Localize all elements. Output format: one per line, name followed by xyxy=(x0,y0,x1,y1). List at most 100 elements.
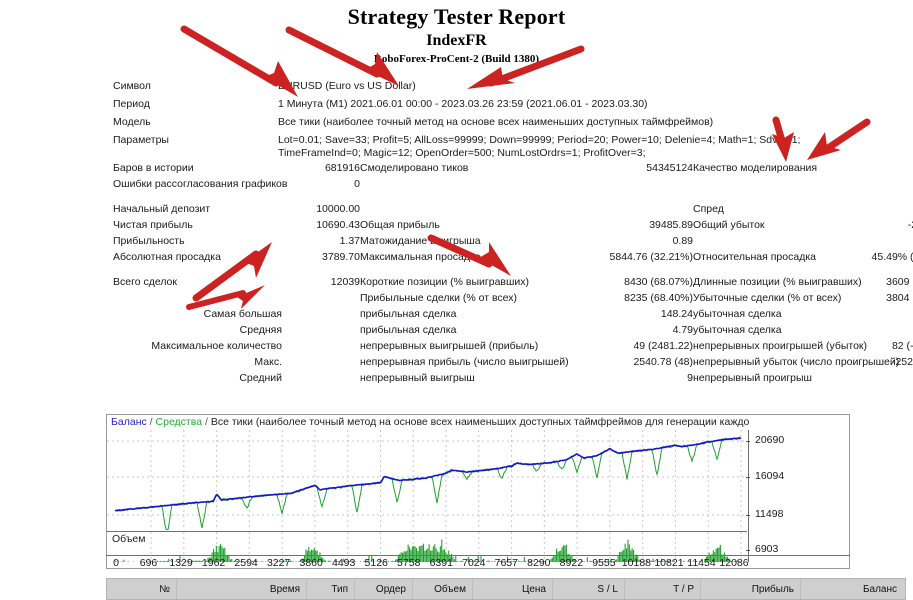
volume-bar xyxy=(179,555,181,562)
deals-column-header[interactable]: T / P xyxy=(625,579,701,599)
volume-bar xyxy=(448,550,450,562)
deals-column-header[interactable]: Объем xyxy=(413,579,473,599)
volume-bar xyxy=(696,560,698,562)
x-axis-tick: 4493 xyxy=(331,557,356,569)
volume-bar xyxy=(388,561,390,562)
volume-bar xyxy=(325,560,327,562)
volume-bar xyxy=(701,560,703,562)
volume-bar xyxy=(683,560,685,562)
deals-column-header[interactable]: № xyxy=(107,579,177,599)
volume-bar xyxy=(491,561,493,562)
volume-bar xyxy=(302,558,304,562)
volume-bar xyxy=(488,560,490,562)
volume-bar xyxy=(217,551,219,562)
volume-bar xyxy=(117,560,119,562)
volume-bar xyxy=(479,560,481,562)
volume-bar xyxy=(207,558,209,562)
volume-bar xyxy=(165,561,167,562)
stats-value-3 xyxy=(843,234,913,250)
volume-bar xyxy=(616,559,618,562)
volume-bar xyxy=(197,560,199,562)
volume-bar xyxy=(554,555,556,562)
deals-column-header[interactable]: Баланс xyxy=(862,583,897,595)
volume-bar xyxy=(610,561,612,562)
deals-column-header[interactable]: Тип xyxy=(307,579,355,599)
volume-bar xyxy=(603,561,605,562)
volume-bar xyxy=(248,560,250,562)
x-axis-tick: 7657 xyxy=(494,557,518,569)
volume-bar xyxy=(656,560,658,562)
volume-bar xyxy=(586,557,588,562)
volume-bar xyxy=(563,545,565,562)
deals-column-header[interactable]: Цена xyxy=(473,579,553,599)
volume-bar xyxy=(148,560,150,562)
volume-bar xyxy=(308,546,310,562)
volume-bar xyxy=(420,545,422,562)
volume-bar xyxy=(347,560,349,562)
stats-value-2: 49 (2481.22) xyxy=(633,340,693,352)
volume-bar xyxy=(418,546,420,562)
stats-spacer-row xyxy=(113,266,913,275)
volume-bar xyxy=(224,547,226,562)
report-header: Strategy Tester Report IndexFR RoboForex… xyxy=(0,0,913,67)
volume-bar xyxy=(430,550,432,562)
volume-bar xyxy=(437,551,439,562)
volume-bar xyxy=(417,551,419,562)
volume-bar xyxy=(624,543,626,562)
volume-bar xyxy=(423,543,425,562)
volume-bar xyxy=(543,560,545,562)
deals-column-header[interactable]: Время xyxy=(177,579,307,599)
info-value: EURUSD (Euro vs US Dollar) xyxy=(278,78,903,96)
info-value-line: 1 Минута (M1) 2021.06.01 00:00 - 2023.03… xyxy=(278,98,648,110)
volume-bar xyxy=(193,560,195,562)
volume-bar xyxy=(255,560,257,562)
stats-label-1: Начальный депозит xyxy=(113,203,211,215)
volume-bar xyxy=(698,561,700,562)
volume-bar xyxy=(647,560,649,562)
server-name: RoboForex-ProCent-2 (Build 1380) xyxy=(373,53,540,65)
x-axis-tick: 12086 xyxy=(719,557,749,569)
volume-bar xyxy=(428,544,430,562)
volume-bar xyxy=(620,552,622,562)
x-axis-tick: 10821 xyxy=(654,557,684,569)
volume-bar xyxy=(661,558,663,562)
volume-bar xyxy=(476,561,478,562)
volume-bar xyxy=(486,561,488,562)
volume-bar xyxy=(123,559,125,562)
volume-bar xyxy=(672,560,674,562)
legend-model: Все тики (наиболее точный метод на основ… xyxy=(210,416,750,428)
volume-bar xyxy=(246,560,248,562)
stats-value-1 xyxy=(288,291,360,307)
x-axis-tick: 10188 xyxy=(621,557,652,569)
volume-bar xyxy=(218,545,220,562)
volume-bar xyxy=(640,561,642,562)
volume-bar xyxy=(318,555,320,562)
stats-value-2: 9 xyxy=(687,372,693,384)
x-axis-tick: 2594 xyxy=(234,557,258,569)
info-row: Период 1 Минута (M1) 2021.06.01 00:00 - 2… xyxy=(113,96,903,114)
stats-label-3: убыточная сделка xyxy=(693,324,782,336)
volume-bar xyxy=(283,560,285,562)
stats-value-2: 39485.89 xyxy=(649,219,693,231)
volume-bar xyxy=(396,559,398,562)
volume-bar xyxy=(431,550,433,562)
volume-bar xyxy=(413,545,415,562)
volume-bar xyxy=(245,561,247,562)
volume-subplot-label: Объем xyxy=(112,533,146,545)
volume-bar xyxy=(439,546,441,562)
x-axis-tick: 8290 xyxy=(527,557,551,569)
volume-bar xyxy=(180,561,182,562)
volume-bar xyxy=(581,560,583,562)
stats-value-2: 54345124 xyxy=(646,162,693,174)
volume-bar xyxy=(159,560,161,562)
stats-value-3: 20 xyxy=(843,202,913,218)
deals-column-header[interactable]: Прибыль xyxy=(701,579,801,599)
deals-column-header[interactable]: S / L xyxy=(553,579,625,599)
volume-bar xyxy=(711,553,713,562)
deals-column-header[interactable]: Ордер xyxy=(355,579,413,599)
stats-label-2: Максимальная просадка xyxy=(360,251,481,263)
volume-bar xyxy=(728,558,730,562)
x-axis-tick: 5126 xyxy=(364,557,388,569)
volume-bar xyxy=(227,555,229,562)
